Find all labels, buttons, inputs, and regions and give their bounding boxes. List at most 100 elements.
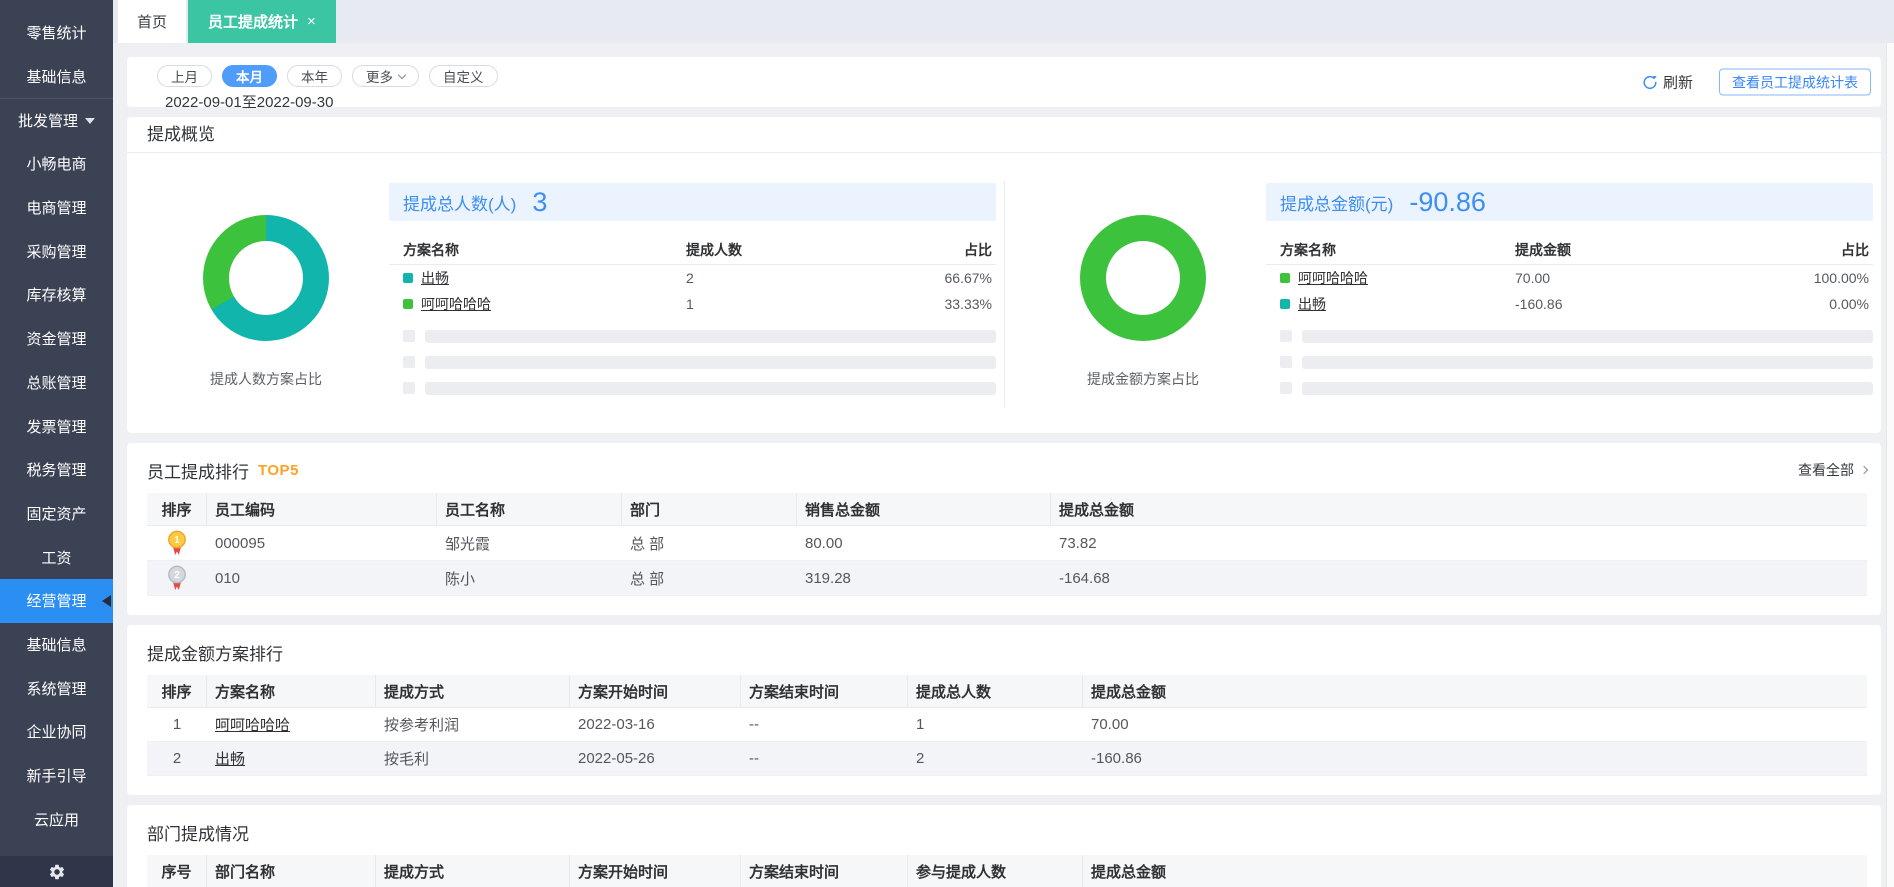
sidebar-item-fixed-assets[interactable]: 固定资产 bbox=[0, 492, 113, 536]
sidebar: 零售统计 基础信息 批发管理 小畅电商 电商管理 采购管理 库存核算 资金管理 … bbox=[0, 0, 113, 887]
section-title: 部门提成情况 bbox=[147, 824, 249, 844]
sidebar-item-general-ledger[interactable]: 总账管理 bbox=[0, 361, 113, 405]
pill-this-month[interactable]: 本月 bbox=[222, 65, 277, 87]
legend-color-chip bbox=[1280, 273, 1290, 283]
sidebar-item-business-management[interactable]: 经营管理 bbox=[0, 578, 113, 623]
sidebar-item-wholesale[interactable]: 批发管理 bbox=[0, 98, 113, 142]
cell-value: 2 bbox=[686, 270, 694, 286]
cell-percent: 0.00% bbox=[1829, 296, 1869, 312]
cell-value: 70.00 bbox=[1515, 270, 1551, 286]
table-row: 1 呵呵哈哈哈 按参考利润 2022-03-16 -- 1 70.00 bbox=[147, 708, 1867, 742]
commission-total: 70.00 bbox=[1091, 716, 1129, 733]
legend-color-chip bbox=[403, 299, 413, 309]
scheme-link[interactable]: 呵呵哈哈哈 bbox=[215, 717, 291, 734]
pill-last-month[interactable]: 上月 bbox=[157, 65, 212, 87]
refresh-button[interactable]: 刷新 bbox=[1642, 72, 1693, 93]
sidebar-item-xiaochang-ecommerce[interactable]: 小畅电商 bbox=[0, 142, 113, 186]
sidebar-item-retail-stats[interactable]: 零售统计 bbox=[0, 11, 113, 55]
column-header: 提成方式 bbox=[376, 855, 570, 887]
column-header: 部门名称 bbox=[207, 855, 376, 887]
scheme-link[interactable]: 呵呵哈哈哈 bbox=[421, 296, 491, 312]
commission-method: 按参考利润 bbox=[384, 717, 460, 734]
pill-this-year[interactable]: 本年 bbox=[287, 65, 342, 87]
scheme-link[interactable]: 出畅 bbox=[215, 751, 246, 768]
sidebar-item-inventory[interactable]: 库存核算 bbox=[0, 273, 113, 317]
column-header: 提成人数 bbox=[686, 241, 742, 258]
column-header: 提成总金额 bbox=[1059, 501, 1135, 519]
column-header: 方案名称 bbox=[1280, 241, 1336, 258]
sidebar-item-system[interactable]: 系统管理 bbox=[0, 666, 113, 710]
view-report-button[interactable]: 查看员工提成统计表 bbox=[1719, 68, 1871, 96]
amount-overview-panel: 提成金额方案占比 提成总金额(元) -90.86 方案名称 提成金额 占比 bbox=[1004, 153, 1881, 433]
sidebar-item-label: 企业协同 bbox=[26, 724, 87, 742]
column-header: 提成总金额 bbox=[1091, 683, 1167, 701]
settings-gear-icon[interactable] bbox=[48, 863, 66, 881]
cell-percent: 66.67% bbox=[944, 270, 992, 286]
sidebar-item-label: 基础信息 bbox=[26, 69, 87, 87]
close-tab-icon[interactable]: × bbox=[307, 13, 316, 30]
scrollbar[interactable] bbox=[1886, 43, 1894, 887]
pill-label: 更多 bbox=[366, 70, 393, 85]
sidebar-item-basic-info-2[interactable]: 基础信息 bbox=[0, 623, 113, 667]
sidebar-item-beginner-guide[interactable]: 新手引导 bbox=[0, 754, 113, 798]
sidebar-item-label: 发票管理 bbox=[26, 418, 87, 436]
cell-value: -160.86 bbox=[1515, 296, 1563, 312]
column-header: 提成方式 bbox=[376, 675, 570, 707]
sidebar-item-tax[interactable]: 税务管理 bbox=[0, 448, 113, 492]
scheme-link[interactable]: 出畅 bbox=[421, 270, 449, 286]
scheme-ranking-table: 排序 方案名称 提成方式 方案开始时间 方案结束时间 提成总人数 提成总金额 1… bbox=[147, 675, 1867, 776]
tab-home[interactable]: 首页 bbox=[118, 0, 187, 43]
chevron-down-icon bbox=[397, 70, 407, 79]
dropdown-caret-icon bbox=[85, 117, 95, 124]
amount-stats-panel: 提成总金额(元) -90.86 方案名称 提成金额 占比 呵呵 bbox=[1266, 183, 1873, 401]
skeleton-rows bbox=[389, 323, 996, 401]
filter-actions: 刷新 查看员工提成统计表 bbox=[1642, 68, 1871, 96]
sidebar-item-ecommerce[interactable]: 电商管理 bbox=[0, 186, 113, 230]
skeleton-rows bbox=[1266, 323, 1873, 401]
sales-total: 319.28 bbox=[805, 569, 851, 587]
scheme-link[interactable]: 呵呵哈哈哈 bbox=[1298, 270, 1368, 286]
employee-ranking-section: 员工提成排行 TOP5 查看全部 排序 员工编码 员工名称 部门 销售总金额 提… bbox=[127, 443, 1881, 615]
department-cell: 总 部 bbox=[630, 570, 665, 588]
sidebar-item-invoice[interactable]: 发票管理 bbox=[0, 404, 113, 448]
sidebar-item-label: 经营管理 bbox=[26, 593, 87, 611]
table-header-row: 排序 员工编码 员工名称 部门 销售总金额 提成总金额 bbox=[147, 493, 1867, 526]
legend-color-chip bbox=[403, 273, 413, 283]
scheme-link[interactable]: 出畅 bbox=[1298, 296, 1326, 312]
column-header: 方案结束时间 bbox=[741, 855, 908, 887]
top5-badge: TOP5 bbox=[258, 461, 299, 479]
view-all-link[interactable]: 查看全部 bbox=[1798, 460, 1869, 480]
sidebar-item-funds[interactable]: 资金管理 bbox=[0, 317, 113, 361]
sidebar-item-basic-info[interactable]: 基础信息 bbox=[0, 55, 113, 99]
cell-value: 1 bbox=[686, 296, 694, 312]
tab-label: 首页 bbox=[137, 14, 168, 31]
section-title: 员工提成排行 bbox=[147, 462, 249, 482]
column-header: 销售总金额 bbox=[797, 493, 1051, 525]
main-area: 首页 员工提成统计 × 上月 本月 本年 更多 自定义 2022-09-01至2… bbox=[113, 0, 1894, 887]
sidebar-item-label: 系统管理 bbox=[26, 680, 87, 698]
amount-donut-caption: 提成金额方案占比 bbox=[1087, 371, 1199, 387]
column-header: 部门 bbox=[622, 493, 797, 525]
table-header-row: 序号 部门名称 提成方式 方案开始时间 方案结束时间 参与提成人数 提成总金额 bbox=[147, 855, 1867, 887]
table-row: 出畅 2 66.67% bbox=[389, 265, 996, 291]
employee-name: 陈小 bbox=[445, 570, 476, 588]
department-cell: 总 部 bbox=[630, 535, 665, 553]
section-header: 提成金额方案排行 bbox=[147, 637, 1867, 667]
sidebar-item-enterprise-collab[interactable]: 企业协同 bbox=[0, 710, 113, 754]
tab-employee-commission[interactable]: 员工提成统计 × bbox=[188, 0, 336, 43]
sidebar-item-label: 批发管理 bbox=[17, 113, 78, 131]
pill-more[interactable]: 更多 bbox=[352, 65, 419, 87]
gold-medal-icon: 1 bbox=[168, 530, 186, 555]
sidebar-menu: 零售统计 基础信息 批发管理 小畅电商 电商管理 采购管理 库存核算 资金管理 … bbox=[0, 0, 113, 841]
refresh-icon bbox=[1643, 75, 1657, 89]
banner-label: 提成总金额(元) bbox=[1280, 194, 1394, 214]
column-header: 方案开始时间 bbox=[570, 675, 741, 707]
employee-code: 000095 bbox=[215, 534, 266, 552]
scheme-ranking-section: 提成金额方案排行 排序 方案名称 提成方式 方案开始时间 方案结束时间 提成总人… bbox=[127, 625, 1881, 795]
sidebar-item-procurement[interactable]: 采购管理 bbox=[0, 229, 113, 273]
people-scheme-table: 方案名称 提成人数 占比 出畅 2 66.67% bbox=[389, 235, 996, 401]
pill-custom[interactable]: 自定义 bbox=[429, 65, 498, 87]
sidebar-item-payroll[interactable]: 工资 bbox=[0, 535, 113, 579]
sidebar-item-cloud-apps[interactable]: 云应用 bbox=[0, 797, 113, 841]
